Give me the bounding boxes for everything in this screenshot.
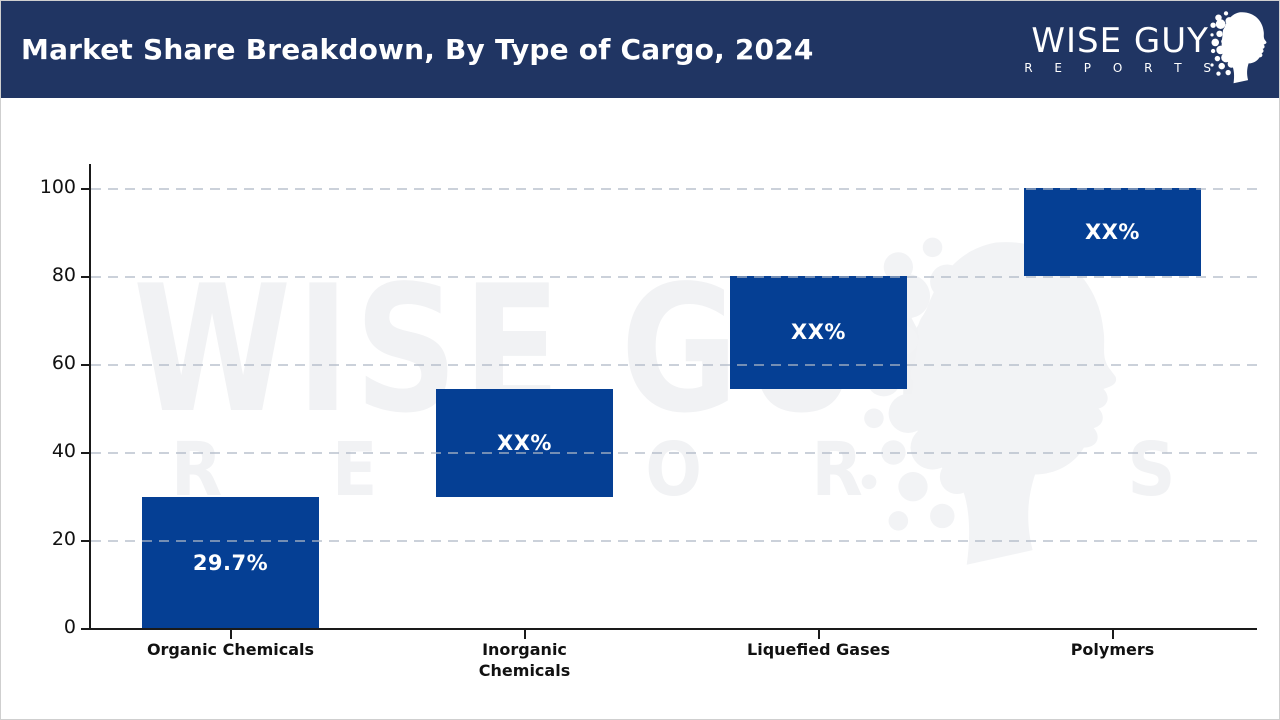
- category-label: Polymers: [1070, 640, 1155, 659]
- x-axis-line: [87, 628, 1257, 630]
- x-tick-mark: [229, 630, 232, 639]
- brand-name: WISE GUY: [1031, 21, 1209, 61]
- bar-value-label: XX%: [1085, 219, 1140, 244]
- y-tick-mark: [81, 188, 90, 190]
- y-tick-label: 20: [51, 528, 76, 550]
- gridline: [91, 188, 1257, 190]
- header-bar: Market Share Breakdown, By Type of Cargo…: [1, 1, 1279, 98]
- y-axis-line: [89, 164, 91, 629]
- bar-3: XX%: [1024, 188, 1201, 276]
- y-tick-mark: [81, 452, 90, 454]
- y-tick-label: 0: [63, 616, 76, 638]
- page-title: Market Share Breakdown, By Type of Cargo…: [21, 32, 814, 66]
- bar-value-label: 29.7%: [192, 550, 269, 575]
- category-label: Organic Chemicals: [146, 640, 315, 659]
- y-tick-mark: [81, 540, 90, 542]
- x-tick-mark: [817, 630, 820, 639]
- y-tick-label: 60: [51, 352, 76, 374]
- brand-logo-text: WISE GUY R E P O R T S: [1020, 24, 1220, 74]
- bar-1: XX%: [436, 388, 613, 498]
- category-label: Liquefied Gases: [747, 640, 890, 659]
- x-tick-mark: [1111, 630, 1114, 639]
- gridline: [91, 452, 1257, 454]
- gridline: [91, 364, 1257, 366]
- y-tick-mark: [81, 276, 90, 278]
- bar-value-label: XX%: [497, 430, 552, 455]
- bar-2: XX%: [730, 275, 907, 389]
- gridline: [91, 540, 1257, 542]
- bar-0: 29.7%: [142, 497, 319, 628]
- y-tick-label: 40: [51, 440, 76, 462]
- y-tick-label: 80: [51, 264, 76, 286]
- y-tick-mark: [81, 628, 90, 630]
- brand-tagline: R E P O R T S: [1024, 61, 1220, 75]
- y-tick-mark: [81, 364, 90, 366]
- brand-logo: WISE GUY R E P O R T S: [1020, 1, 1276, 98]
- category-label: Inorganic Chemicals: [478, 640, 571, 680]
- x-tick-mark: [523, 630, 526, 639]
- y-tick-label: 100: [39, 176, 76, 198]
- bar-value-label: XX%: [791, 320, 846, 345]
- brand-head-icon: [1210, 11, 1267, 84]
- gridline: [91, 276, 1257, 278]
